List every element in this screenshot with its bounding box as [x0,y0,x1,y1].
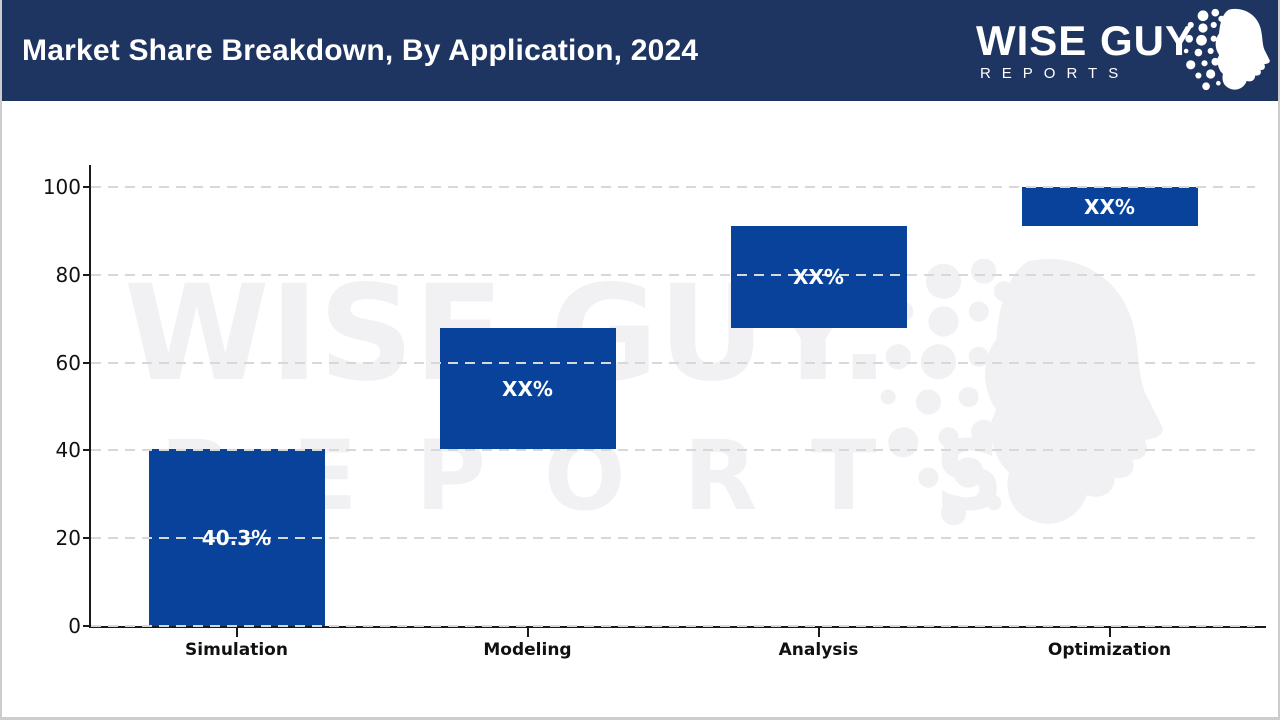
gridline [91,625,1255,627]
bar-value-label: 40.3% [201,525,272,550]
wiseguy-logo: WISE GUY REPORTS [975,5,1278,97]
x-axis-tick [526,628,529,637]
y-axis-spine [89,165,91,628]
x-axis-category-label: Modeling [483,640,572,660]
y-axis-tick [83,273,91,276]
y-axis-tick [83,361,91,364]
gridline [91,186,1255,188]
bar-modeling [439,327,616,450]
x-axis-category-label: Analysis [778,640,859,660]
y-axis-tick-label: 80 [55,262,81,287]
x-axis-tick [817,628,820,637]
y-axis-tick [83,186,91,188]
y-axis-tick-label: 0 [68,614,81,638]
gridline [91,273,1255,276]
y-axis-tick-label: 40 [55,438,81,463]
page-title: Market Share Breakdown, By Application, … [22,33,699,67]
gridline [91,537,1255,540]
logo-subtitle: REPORTS [979,64,1130,82]
x-axis-category-label: Optimization [1047,640,1172,660]
y-axis-tick-label: 60 [55,350,81,375]
x-axis-tick [1108,628,1111,637]
x-axis-tick [235,628,238,637]
bar-analysis [730,226,907,328]
bar-optimization [1021,187,1198,227]
x-axis-category-label: Simulation [185,640,288,660]
bar-value-label: XX% [1084,194,1135,219]
bar-value-label: XX% [502,376,553,401]
x-axis-spine [89,626,1266,628]
gridline [91,361,1255,364]
wiseguy-logo-text: WISE GUY REPORTS [975,16,1194,82]
y-axis-tick [83,449,91,452]
y-axis-tick-label: 20 [55,526,81,551]
y-axis-tick [83,537,91,540]
gridline [91,449,1255,452]
y-axis-tick-label: 100 [42,175,81,199]
bar-value-label: XX% [793,264,844,289]
y-axis-tick [83,625,91,627]
logo-wordmark: WISE GUY [975,16,1194,64]
header-bar: Market Share Breakdown, By Application, … [2,0,1278,101]
